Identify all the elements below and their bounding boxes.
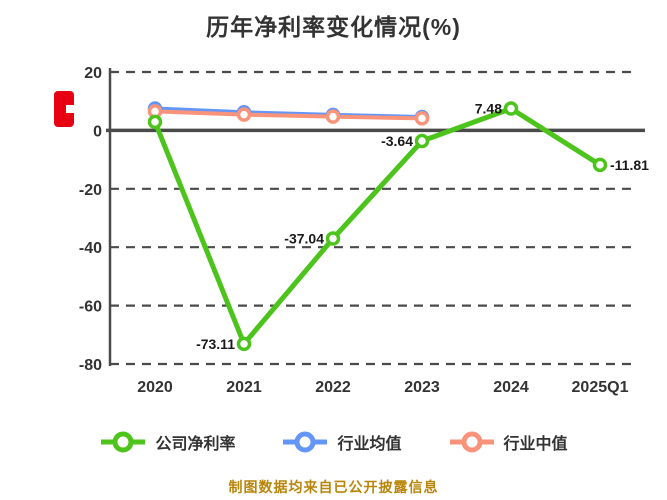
data-point-marker-行业中值 [236, 107, 252, 122]
x-axis-tick-label: 2024 [493, 379, 529, 396]
legend-item-industry-average[interactable]: 行业均值 [281, 430, 402, 454]
x-axis-tick-label: 2023 [404, 379, 440, 396]
legend-marker-green [101, 431, 146, 453]
line-chart-plot: 20 0 -20 -40 -60 -80 2020 2021 2022 2023 2024 2025Q… [79, 65, 649, 396]
red-watermark-icon [54, 91, 74, 127]
legend-item-company-net-margin[interactable]: 公司净利率 [99, 430, 235, 454]
chart-legend: 公司净利率 行业均值 行业中值 [0, 430, 667, 454]
data-point-label: -37.04 [284, 231, 324, 247]
x-axis-tick-label: 2021 [226, 379, 262, 396]
legend-label: 行业中值 [503, 436, 568, 453]
y-axis-tick-label: -20 [79, 182, 102, 199]
data-point-label: 7.48 [475, 101, 502, 117]
data-point-label: -73.11 [196, 336, 235, 352]
data-point-label: -3.64 [381, 133, 413, 149]
data-point-marker-公司净利率 [414, 133, 430, 149]
y-axis-tick-label: -40 [79, 240, 102, 257]
y-axis-tick-label: 20 [84, 65, 102, 82]
x-axis-tick-label: 2020 [137, 379, 173, 396]
data-point-marker-公司净利率 [325, 231, 341, 246]
x-axis-tick-label: 2022 [315, 379, 351, 396]
series-line-行业中值 [153, 109, 424, 121]
data-point-marker-公司净利率 [236, 336, 252, 352]
legend-label: 公司净利率 [155, 436, 236, 453]
data-point-label: -11.81 [610, 157, 649, 173]
chart-title: 历年净利率变化情况(%) [206, 14, 461, 40]
data-point-marker-行业中值 [325, 109, 341, 124]
y-axis-tick-label: -60 [79, 299, 102, 316]
y-axis-tick-label: 0 [93, 123, 102, 140]
legend-marker-orange [449, 431, 494, 453]
data-source-footer: 制图数据均来自已公开披露信息 [228, 479, 439, 495]
legend-label: 行业均值 [337, 436, 402, 453]
y-axis-tick-label: -80 [79, 357, 102, 374]
data-point-marker-公司净利率 [503, 101, 519, 116]
x-axis-tick-label: 2025Q1 [572, 379, 629, 396]
data-point-marker-公司净利率 [592, 157, 608, 173]
data-point-marker-公司净利率 [147, 114, 163, 130]
series-line-公司净利率 [152, 106, 603, 347]
data-point-marker-行业中值 [414, 111, 430, 126]
legend-marker-blue [283, 431, 328, 453]
legend-item-industry-median[interactable]: 行业中值 [448, 430, 568, 454]
